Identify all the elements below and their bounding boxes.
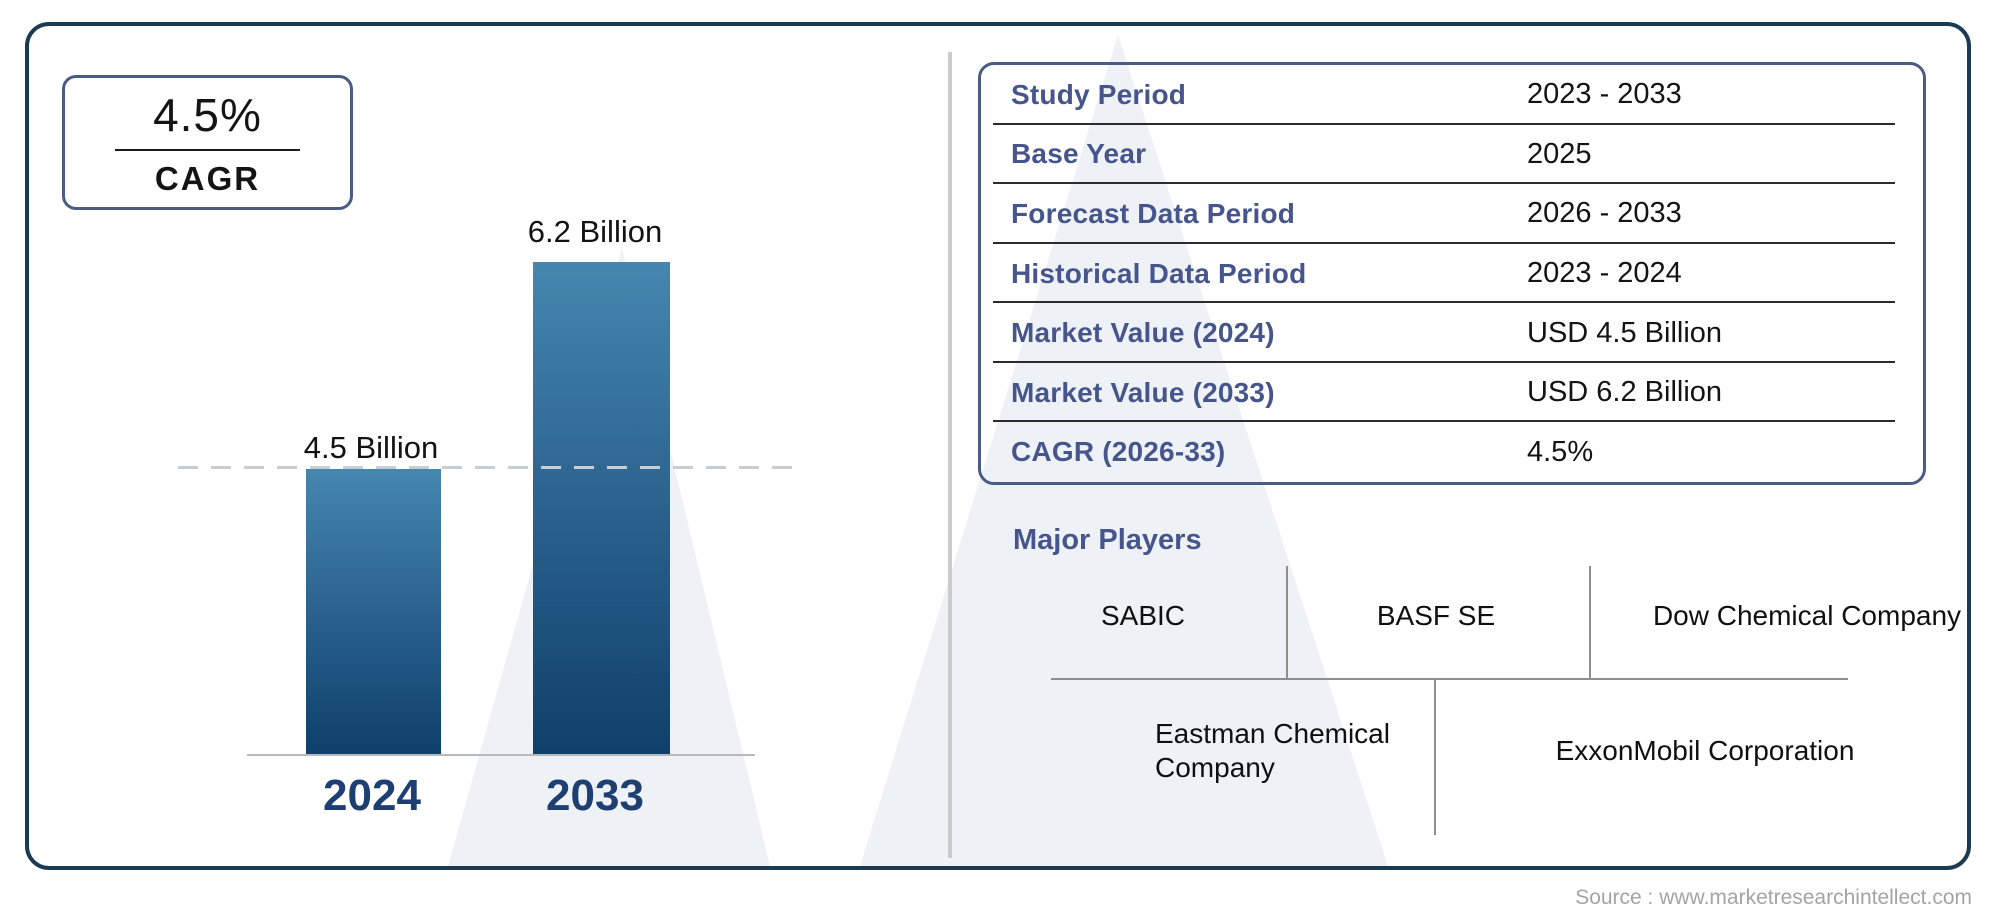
players-divider-vertical-2 — [1589, 566, 1591, 678]
table-row: Market Value (2024) USD 4.5 Billion — [981, 303, 1923, 363]
table-row: Historical Data Period 2023 - 2024 — [981, 244, 1923, 304]
row-label: Forecast Data Period — [1011, 197, 1296, 229]
row-divider — [993, 182, 1895, 185]
players-divider-horizontal — [1051, 678, 1848, 680]
bar-2033 — [533, 262, 670, 754]
players-divider-vertical-3 — [1434, 678, 1436, 835]
player-eastman: Eastman Chemical Company — [1155, 718, 1390, 783]
player-dow: Dow Chemical Company — [1652, 600, 1962, 631]
row-value: 4.5% — [1527, 435, 1594, 468]
bar-value-label-2024: 4.5 Billion — [303, 430, 439, 465]
row-label: Historical Data Period — [1011, 257, 1307, 289]
panel-divider — [948, 52, 952, 858]
table-row: Study Period 2023 - 2033 — [981, 65, 1923, 125]
cagr-separator — [115, 148, 300, 151]
baseline-dashed-line — [178, 466, 795, 469]
player-exxonmobil: ExxonMobil Corporation — [1555, 735, 1855, 766]
row-divider — [993, 241, 1895, 244]
row-value: 2023 - 2033 — [1527, 78, 1682, 111]
cagr-value: 4.5% — [153, 88, 262, 141]
row-divider — [993, 360, 1895, 363]
market-info-table: Study Period 2023 - 2033 Base Year 2025 … — [978, 62, 1926, 485]
row-label: Study Period — [1011, 78, 1187, 110]
row-value: 2023 - 2024 — [1527, 257, 1682, 290]
row-value: USD 4.5 Billion — [1527, 316, 1723, 349]
player-sabic: SABIC — [1100, 600, 1186, 631]
row-divider — [993, 420, 1895, 423]
row-value: USD 6.2 Billion — [1527, 376, 1723, 409]
row-value: 2026 - 2033 — [1527, 197, 1682, 230]
players-divider-vertical-1 — [1286, 566, 1288, 678]
row-label: CAGR (2026-33) — [1011, 436, 1226, 468]
row-divider — [993, 122, 1895, 125]
source-attribution: Source : www.marketresearchintellect.com — [1575, 886, 1972, 909]
axis-label-2033: 2033 — [546, 771, 644, 820]
bar-2024 — [306, 469, 441, 754]
player-basf: BASF SE — [1376, 600, 1496, 631]
row-value: 2025 — [1527, 137, 1592, 170]
x-axis-line — [247, 754, 755, 756]
row-label: Market Value (2033) — [1011, 376, 1275, 408]
cagr-box: 4.5% CAGR — [62, 75, 353, 210]
row-label: Base Year — [1011, 138, 1147, 170]
table-row: Forecast Data Period 2026 - 2033 — [981, 184, 1923, 244]
row-label: Market Value (2024) — [1011, 317, 1275, 349]
table-row: CAGR (2026-33) 4.5% — [981, 422, 1923, 482]
cagr-label: CAGR — [154, 159, 261, 197]
table-row: Market Value (2033) USD 6.2 Billion — [981, 363, 1923, 423]
major-players-heading: Major Players — [1013, 524, 1202, 556]
axis-label-2024: 2024 — [323, 771, 421, 820]
infographic-frame: 4.5% CAGR 4.5 Billion 6.2 Billion 2024 2… — [25, 22, 1971, 870]
row-divider — [993, 301, 1895, 304]
bar-value-label-2033: 6.2 Billion — [527, 214, 663, 249]
table-row: Base Year 2025 — [981, 125, 1923, 185]
